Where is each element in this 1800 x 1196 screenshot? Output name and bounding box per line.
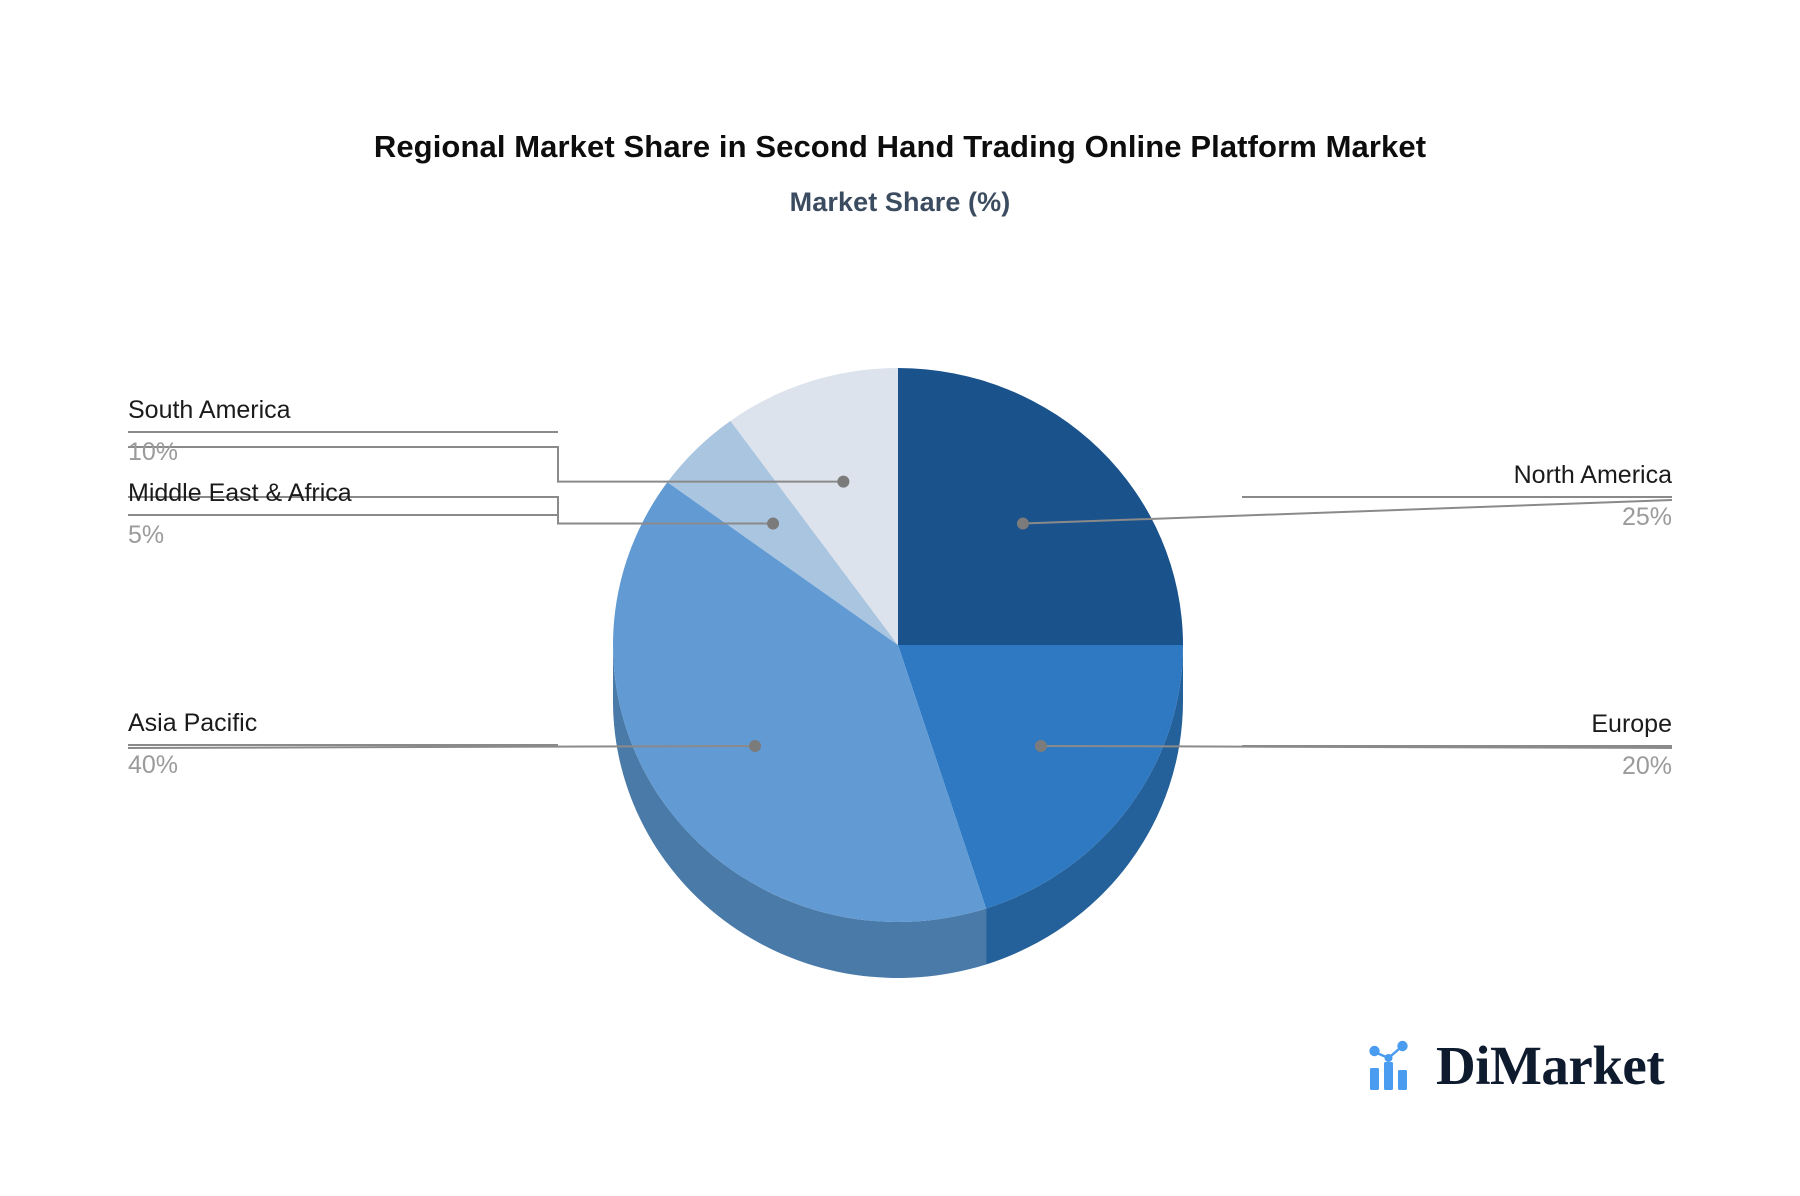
leader-anchor-dot xyxy=(1016,517,1029,530)
pie-slice-north-america[interactable] xyxy=(898,368,1183,645)
chart-header: Regional Market Share in Second Hand Tra… xyxy=(0,128,1800,218)
leader-anchor-dot xyxy=(837,475,850,488)
callout-middle-east-africa: Middle East & Africa 5% xyxy=(128,478,558,552)
callout-value-middle-east-africa: 5% xyxy=(128,521,165,550)
leader-anchor-dot xyxy=(749,739,762,752)
callout-rule xyxy=(1242,496,1672,499)
pie-slice-middle-east-africa[interactable] xyxy=(667,420,898,645)
callout-label-europe: Europe xyxy=(1591,710,1672,738)
callout-value-south-america: 10% xyxy=(128,438,179,467)
leader-anchor-dot xyxy=(767,517,780,530)
brand-logo: DiMarket xyxy=(1368,1035,1665,1097)
brand-name: DiMarket xyxy=(1436,1035,1665,1097)
callout-rule xyxy=(128,514,558,517)
page-title: Regional Market Share in Second Hand Tra… xyxy=(373,129,1427,164)
chart-subtitle: Market Share (%) xyxy=(789,187,1011,218)
callout-value-north-america: 25% xyxy=(1621,503,1672,532)
pie-slice-europe[interactable] xyxy=(898,645,1183,909)
callout-north-america: North America 25% xyxy=(1242,460,1672,534)
pie-slices xyxy=(613,368,1183,922)
pie-slice-asia-pacific[interactable] xyxy=(613,482,987,922)
callout-rule xyxy=(1242,745,1672,748)
pie-slice-south-america[interactable] xyxy=(730,368,898,645)
callout-asia-pacific: Asia Pacific 40% xyxy=(128,708,558,782)
callout-rule xyxy=(128,431,558,434)
pie-3d-side-walls xyxy=(613,645,1183,978)
callout-label-middle-east-africa: Middle East & Africa xyxy=(128,479,352,507)
callout-value-asia-pacific: 40% xyxy=(128,751,179,780)
callout-europe: Europe 20% xyxy=(1242,709,1672,783)
leader-anchor-dot xyxy=(1034,739,1047,752)
callout-value-europe: 20% xyxy=(1621,752,1672,781)
callout-label-south-america: South America xyxy=(128,396,291,424)
callout-south-america: South America 10% xyxy=(128,395,558,469)
callout-label-north-america: North America xyxy=(1513,461,1672,489)
bar-chart-icon xyxy=(1369,1040,1408,1090)
callout-rule xyxy=(128,744,558,747)
callout-label-asia-pacific: Asia Pacific xyxy=(128,709,258,737)
